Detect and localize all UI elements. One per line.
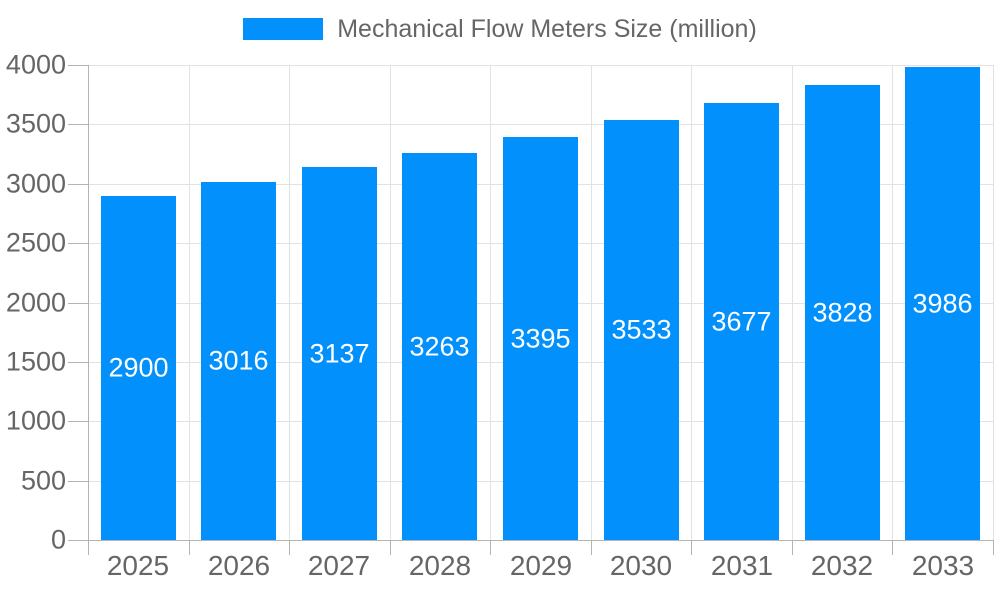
x-tick-label: 2029 [509, 550, 573, 581]
y-axis-tick [68, 243, 88, 244]
x-axis-tick [490, 540, 491, 555]
h-gridline [88, 124, 993, 126]
x-axis-tick [189, 540, 190, 555]
x-axis-tick [691, 540, 692, 555]
x-tick-label: 2028 [408, 550, 472, 581]
y-axis-tick [68, 421, 88, 422]
y-tick-label: 2000 [5, 287, 66, 318]
plot-area: 2900 3016 3137 3263 3395 3533 3677 3828 3986 [88, 65, 994, 555]
bar-2028[interactable]: 3263 [402, 153, 477, 540]
legend-swatch-icon [243, 18, 324, 40]
y-tick-label: 3500 [5, 108, 66, 139]
v-gridline [490, 65, 491, 540]
y-tick-label: 1500 [5, 346, 66, 377]
bar-value-label: 3395 [510, 323, 571, 353]
bar-2033[interactable]: 3986 [905, 67, 980, 540]
y-tick-label: 2500 [5, 227, 66, 258]
x-axis-tick [88, 540, 89, 555]
bar-value-label: 2900 [108, 352, 169, 383]
x-tick-label: 2030 [609, 550, 673, 581]
bar-value-label: 3263 [409, 331, 470, 361]
h-gridline [88, 65, 993, 66]
bar-2025[interactable]: 2900 [101, 196, 176, 540]
x-axis-tick [390, 540, 391, 555]
v-gridline [289, 65, 290, 540]
bar-value-label: 3986 [912, 288, 973, 318]
bar-value-label: 3828 [812, 297, 873, 327]
y-axis-tick [68, 362, 88, 363]
y-tick-label: 3000 [5, 168, 66, 199]
y-axis-tick [68, 184, 88, 185]
v-gridline [792, 65, 793, 540]
bar-2026[interactable]: 3016 [201, 182, 276, 540]
y-axis-tick [68, 303, 88, 304]
y-tick-label: 1000 [5, 405, 66, 436]
x-tick-label: 2032 [810, 550, 874, 581]
y-tick-label: 0 [50, 524, 66, 555]
bar-2031[interactable]: 3677 [704, 103, 779, 540]
x-axis-tick [591, 540, 592, 555]
legend[interactable]: Mechanical Flow Meters Size (million) [0, 14, 1000, 44]
x-tick-label: 2031 [710, 550, 774, 581]
v-gridline [189, 65, 190, 540]
x-tick-label: 2025 [106, 550, 170, 581]
x-axis-tick [792, 540, 793, 555]
bar-value-label: 3016 [208, 345, 269, 376]
v-gridline [591, 65, 592, 540]
v-gridline [691, 65, 692, 540]
v-gridline [993, 65, 994, 540]
v-gridline [892, 65, 893, 540]
bar-2032[interactable]: 3828 [805, 85, 880, 540]
x-axis-tick [892, 540, 893, 555]
y-axis-tick [68, 124, 88, 125]
bar-2027[interactable]: 3137 [302, 167, 377, 540]
y-axis-tick [68, 540, 88, 541]
x-tick-label: 2033 [911, 550, 975, 581]
bar-value-label: 3677 [711, 306, 772, 336]
x-axis-tick [993, 540, 994, 555]
x-tick-label: 2027 [307, 550, 371, 581]
y-axis-tick [68, 481, 88, 482]
y-tick-label: 500 [20, 465, 66, 496]
y-axis-line [88, 65, 89, 555]
x-tick-label: 2026 [207, 550, 271, 581]
y-tick-label: 4000 [5, 49, 66, 80]
y-axis-tick [68, 65, 88, 66]
x-axis-line [88, 540, 993, 541]
bar-value-label: 3533 [611, 314, 672, 345]
v-gridline [390, 65, 391, 540]
bar-2029[interactable]: 3395 [503, 137, 578, 540]
legend-label: Mechanical Flow Meters Size (million) [337, 14, 757, 43]
bar-2030[interactable]: 3533 [604, 120, 679, 540]
x-axis-tick [289, 540, 290, 555]
bar-value-label: 3137 [309, 338, 370, 368]
